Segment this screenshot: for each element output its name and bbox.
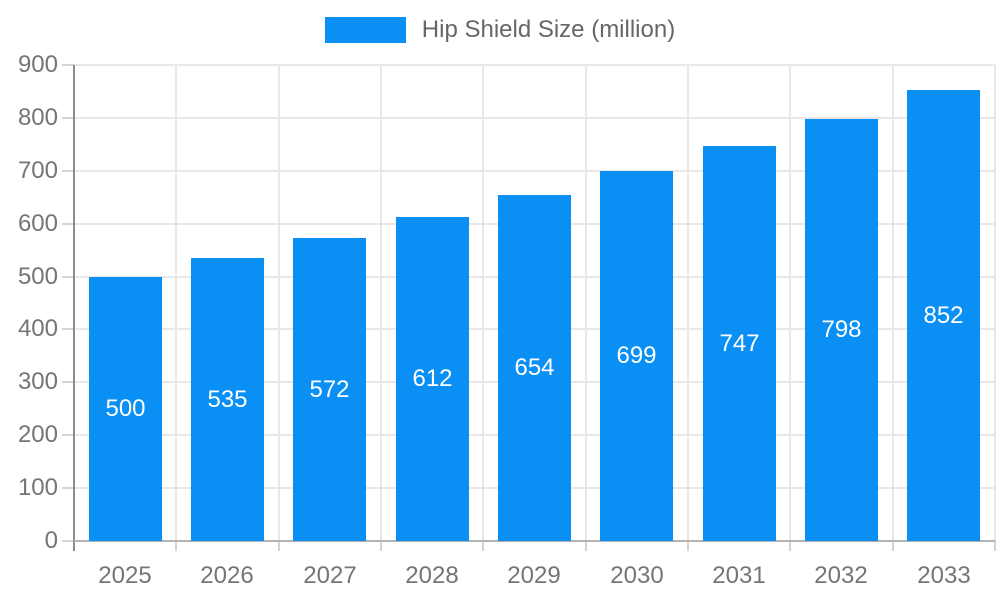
y-tick-label: 100 xyxy=(17,474,58,501)
y-tick-label: 200 xyxy=(17,421,58,448)
x-axis-tick xyxy=(482,541,484,551)
y-axis-tick xyxy=(62,328,74,330)
bar-value-label: 747 xyxy=(719,329,760,357)
x-axis-line xyxy=(74,540,995,542)
bar[interactable]: 852 xyxy=(907,90,980,541)
legend-label: Hip Shield Size (million) xyxy=(421,16,676,43)
gridline-h xyxy=(74,64,995,66)
y-axis-tick xyxy=(62,117,74,119)
y-axis-tick xyxy=(62,170,74,172)
y-tick-label: 400 xyxy=(17,315,58,342)
y-tick-label: 700 xyxy=(17,157,58,184)
gridline-v xyxy=(892,65,894,541)
bar[interactable]: 654 xyxy=(498,195,571,541)
bar[interactable]: 572 xyxy=(293,238,366,541)
x-axis-tick xyxy=(278,541,280,551)
bar-value-label: 535 xyxy=(207,385,248,413)
x-axis-tick xyxy=(789,541,791,551)
y-tick-label: 500 xyxy=(17,263,58,290)
bar-value-label: 798 xyxy=(821,316,862,343)
y-axis-tick xyxy=(62,381,74,383)
bar-value-label: 572 xyxy=(309,375,350,403)
bar[interactable]: 535 xyxy=(191,258,264,541)
gridline-v xyxy=(482,65,484,541)
y-tick-label: 600 xyxy=(17,210,58,237)
y-axis-tick xyxy=(62,276,74,278)
bar-value-label: 852 xyxy=(923,301,964,329)
x-tick-label: 2026 xyxy=(200,562,254,589)
bar-value-label: 654 xyxy=(514,354,555,381)
x-tick-label: 2032 xyxy=(814,562,868,589)
x-tick-label: 2031 xyxy=(712,562,766,589)
x-tick-label: 2025 xyxy=(98,562,152,589)
gridline-v xyxy=(278,65,280,541)
x-tick-label: 2029 xyxy=(507,562,561,589)
y-axis-tick xyxy=(62,223,74,225)
gridline-v xyxy=(380,65,382,541)
bar-value-label: 500 xyxy=(105,395,146,422)
y-axis-line xyxy=(73,65,75,551)
gridline-v xyxy=(585,65,587,541)
bar-value-label: 612 xyxy=(412,365,453,392)
y-axis-tick xyxy=(62,434,74,436)
y-axis-tick xyxy=(62,540,74,542)
y-tick-label: 300 xyxy=(17,368,58,395)
gridline-h xyxy=(74,117,995,119)
x-tick-label: 2027 xyxy=(303,562,357,589)
bar[interactable]: 612 xyxy=(396,217,469,541)
y-axis-tick xyxy=(62,64,74,66)
x-tick-label: 2030 xyxy=(610,562,664,589)
bar-value-label: 699 xyxy=(616,342,657,369)
y-tick-label: 800 xyxy=(17,104,58,131)
x-axis-tick xyxy=(585,541,587,551)
legend[interactable]: Hip Shield Size (million) xyxy=(0,16,1000,44)
gridline-v xyxy=(789,65,791,541)
bar[interactable]: 699 xyxy=(600,171,673,541)
gridline-v xyxy=(687,65,689,541)
bar[interactable]: 500 xyxy=(89,277,162,541)
x-tick-label: 2028 xyxy=(405,562,459,589)
y-axis-tick xyxy=(62,487,74,489)
x-axis-tick xyxy=(687,541,689,551)
y-tick-label: 0 xyxy=(44,527,58,554)
legend-swatch xyxy=(324,17,406,43)
x-axis-tick xyxy=(175,541,177,551)
gridline-v xyxy=(175,65,177,541)
gridline-v xyxy=(994,65,996,541)
x-axis-tick xyxy=(994,541,996,551)
bar[interactable]: 798 xyxy=(805,119,878,541)
gridline-h xyxy=(74,170,995,172)
bar[interactable]: 747 xyxy=(703,146,776,541)
x-axis-tick xyxy=(380,541,382,551)
x-axis-tick xyxy=(892,541,894,551)
x-tick-label: 2033 xyxy=(917,562,971,589)
y-tick-label: 900 xyxy=(17,51,58,78)
